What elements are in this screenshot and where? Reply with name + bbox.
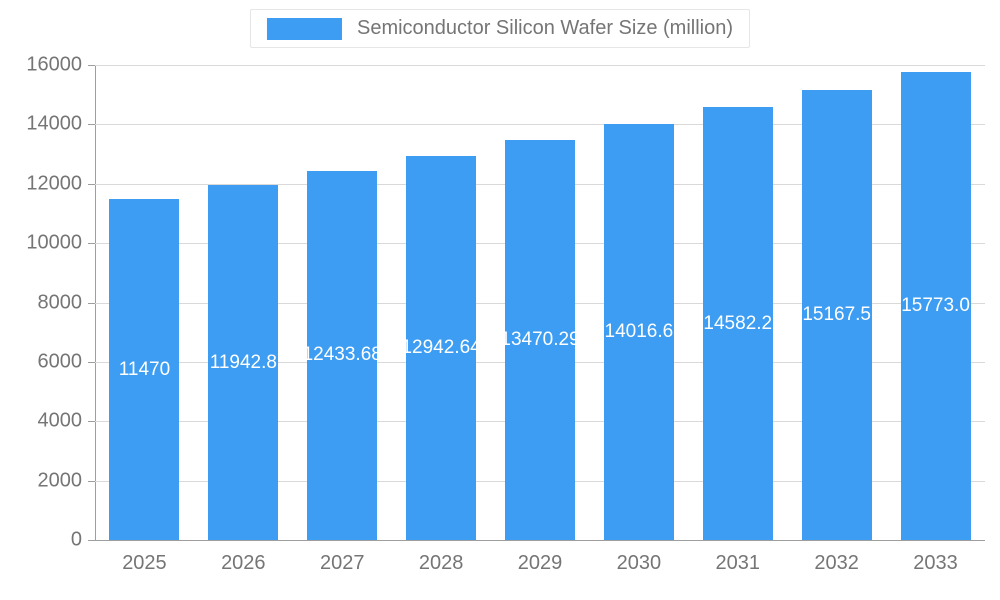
- y-tick-label: 12000: [26, 172, 82, 195]
- bar: 11942.8: [208, 185, 279, 540]
- x-tick-label: 2029: [517, 552, 563, 574]
- y-tick-mark: [88, 361, 95, 363]
- x-tick-label: 2026: [221, 552, 266, 574]
- bar: 14582.2: [702, 107, 773, 540]
- bar: 12433.68: [303, 170, 382, 540]
- y-tick-label: 10000: [26, 231, 82, 254]
- bar: 14016.6: [603, 123, 674, 540]
- bar: 15773.0: [900, 71, 971, 540]
- bar: 11470: [109, 199, 180, 540]
- bar-value-label: 12942.64: [401, 336, 481, 358]
- x-tick-label: 2025: [122, 552, 167, 574]
- gridline: [95, 65, 985, 66]
- y-tick-label: 8000: [37, 291, 83, 313]
- x-tick-label: 2030: [616, 552, 662, 574]
- bar-value-label: 15773.0: [901, 294, 970, 316]
- y-tick-mark: [88, 183, 95, 185]
- y-tick-mark: [88, 540, 95, 541]
- y-tick-label: 2000: [37, 469, 83, 492]
- y-tick-mark: [88, 302, 95, 304]
- y-tick-label: 4000: [37, 409, 83, 432]
- bar-value-label: 11942.8: [209, 351, 277, 373]
- y-tick-label: 16000: [26, 53, 82, 76]
- x-tick-label: 2033: [913, 552, 958, 574]
- x-tick-label: 2032: [814, 552, 859, 574]
- y-tick-label: 0: [70, 528, 82, 551]
- y-tick-label: 14000: [26, 112, 82, 135]
- y-tick-label: 6000: [37, 350, 83, 373]
- y-tick-mark: [88, 65, 95, 66]
- bar-value-label: 14016.6: [604, 320, 674, 342]
- bar-value-label: 14582.2: [703, 312, 773, 334]
- x-tick-label: 2031: [715, 552, 761, 574]
- y-tick-mark: [88, 124, 95, 126]
- x-tick-label: 2028: [418, 552, 464, 574]
- y-tick-mark: [88, 480, 95, 482]
- x-axis-line: [95, 540, 985, 541]
- bar-value-label: 11470: [118, 358, 171, 380]
- x-tick-label: 2027: [319, 552, 365, 574]
- y-tick-mark: [88, 243, 95, 245]
- bar-value-label: 13470.29: [500, 329, 580, 351]
- gridline: [95, 124, 985, 126]
- legend-swatch-icon: [266, 17, 342, 40]
- y-tick-mark: [88, 421, 95, 423]
- bar-value-label: 12433.68: [302, 344, 382, 366]
- bar-value-label: 15167.5: [802, 303, 871, 325]
- chart-legend[interactable]: Semiconductor Silicon Wafer Size (millio…: [249, 9, 751, 48]
- plot-area: 11470 11942.8 12433.68 12942.64 13470.29 1401…: [95, 65, 985, 540]
- legend-label: Semiconductor Silicon Wafer Size (millio…: [356, 17, 734, 39]
- bar: 15167.5: [801, 89, 872, 540]
- bar: 12942.64: [401, 155, 481, 540]
- bar: 13470.29: [500, 140, 580, 540]
